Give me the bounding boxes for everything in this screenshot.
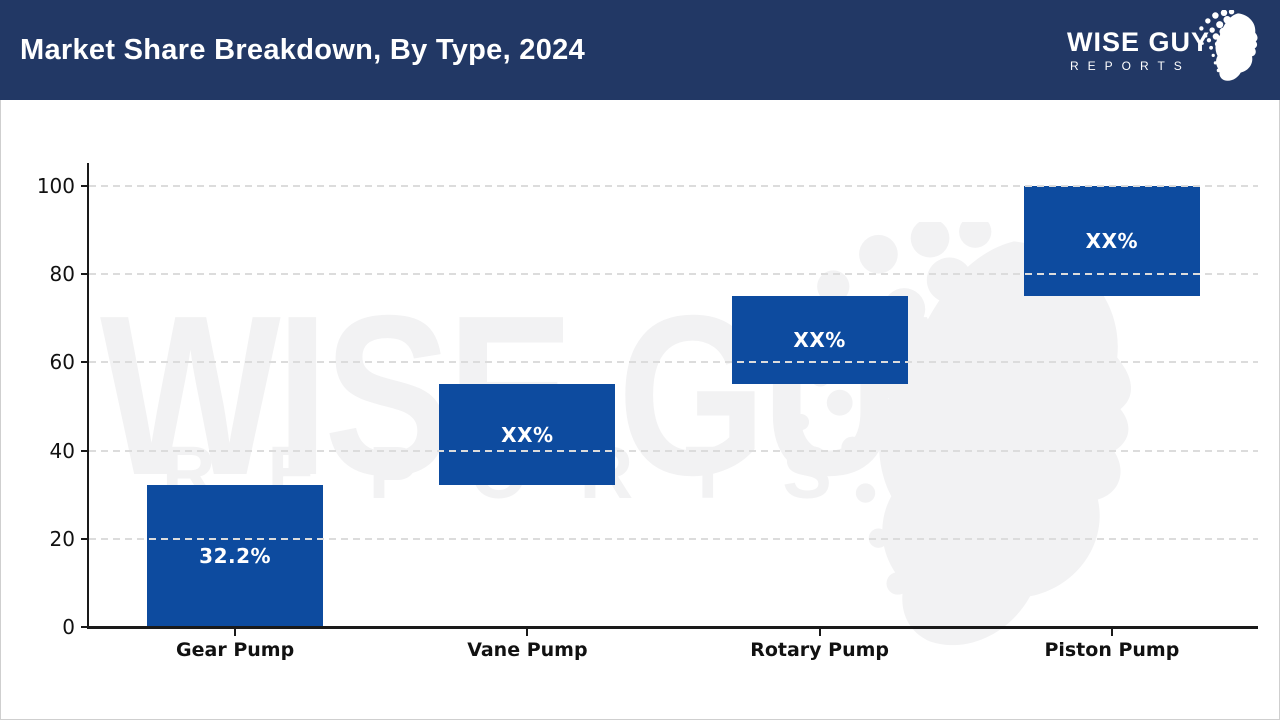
gridline-80 [89, 273, 1258, 276]
x-tick-label-piston-pump: Piston Pump [1044, 639, 1180, 661]
y-axis-spine [87, 163, 89, 629]
y-tick-label-40: 40 [49, 438, 75, 463]
page-title: Market Share Breakdown, By Type, 2024 [20, 33, 586, 66]
gridline-40 [89, 449, 1258, 452]
x-axis-line [87, 626, 1258, 629]
x-tick-label-vane-pump: Vane Pump [467, 639, 588, 661]
bar-value-label: 32.2% [199, 543, 272, 568]
x-tick-label-rotary-pump: Rotary Pump [750, 639, 890, 661]
gridline-100 [89, 185, 1258, 187]
x-tick-1 [234, 629, 237, 636]
logo-line1: WISE GUY [1066, 26, 1210, 57]
x-tick-2 [526, 629, 529, 636]
y-tick-40 [81, 449, 89, 452]
y-tick-20 [81, 537, 89, 540]
gridline-60 [89, 361, 1258, 364]
y-tick-label-100: 100 [36, 174, 75, 198]
y-tick-label-20: 20 [49, 526, 75, 551]
header: Market Share Breakdown, By Type, 2024 WI… [0, 0, 1280, 100]
y-tick-label-60: 60 [49, 350, 75, 375]
bar-rotary-pump: XX% [731, 296, 908, 385]
logo-line2: REPORTS [1069, 58, 1191, 73]
y-tick-label-0: 0 [62, 615, 75, 639]
x-tick-label-gear-pump: Gear Pump [176, 639, 295, 661]
bar-value-label: XX% [793, 328, 846, 353]
wiseguy-face-icon [1199, 9, 1258, 81]
bar-value-label: XX% [1085, 229, 1139, 254]
wiseguy-logo: WISE GUY REPORTS [1066, 9, 1266, 91]
bar-gear-pump: 32.2% [147, 484, 324, 627]
bar-vane-pump: XX% [439, 384, 616, 485]
x-tick-3 [818, 629, 821, 636]
logo-text: WISE GUY REPORTS [1066, 26, 1210, 73]
y-tick-60 [81, 361, 89, 364]
y-tick-label-80: 80 [49, 262, 75, 287]
x-tick-4 [1110, 629, 1113, 636]
bar-value-label: XX% [501, 422, 554, 447]
y-tick-80 [81, 273, 89, 276]
y-tick-100 [81, 185, 89, 187]
y-tick-0 [81, 626, 89, 628]
bar-piston-pump: XX% [1023, 186, 1200, 297]
gridline-20 [89, 537, 1258, 540]
